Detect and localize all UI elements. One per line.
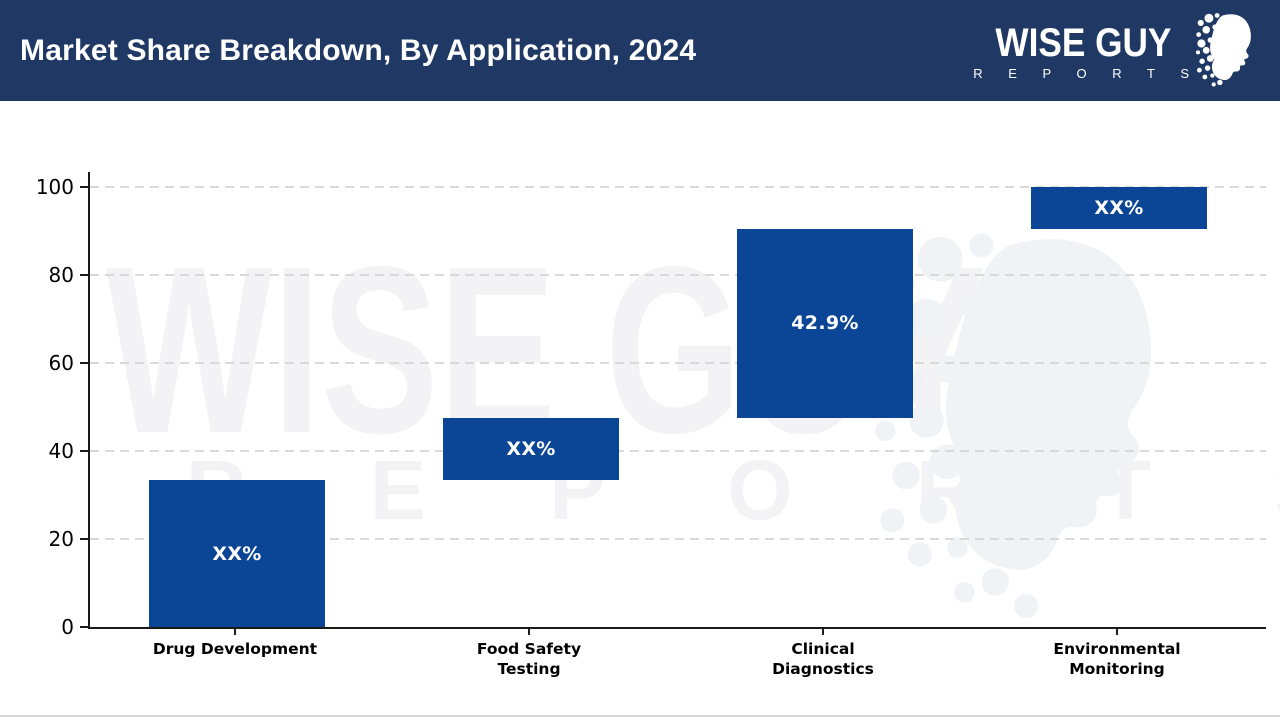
x-tick-mark <box>528 627 530 635</box>
y-tick-mark <box>80 626 88 628</box>
bottom-border <box>0 715 1280 717</box>
bar-value-label: XX% <box>506 438 556 460</box>
x-tick-mark <box>1116 627 1118 635</box>
brand-subname: R E P O R T S <box>973 65 1200 81</box>
y-tick-mark <box>80 273 88 276</box>
bar-value-label: XX% <box>212 542 262 565</box>
gridline <box>90 449 1266 452</box>
brand-name: WISE GUY <box>995 20 1172 65</box>
gridline <box>90 185 1266 188</box>
brand-logo: WISE GUY R E P O R T S <box>967 8 1264 94</box>
y-tick-label: 100 <box>35 174 74 199</box>
gridline <box>90 361 1266 364</box>
bar: XX% <box>149 480 325 627</box>
x-category-label: Food Safety Testing <box>476 640 582 678</box>
x-category-label: Drug Development <box>152 640 318 658</box>
x-tick-mark <box>822 627 824 635</box>
plot-area: XX% XX% 42.9% XX% <box>88 172 1266 629</box>
bar-value-label: XX% <box>1094 196 1144 219</box>
y-tick-label: 0 <box>61 615 74 639</box>
page-title: Market Share Breakdown, By Application, … <box>20 33 697 67</box>
bar: XX% <box>443 417 619 481</box>
y-tick-label: 20 <box>48 526 74 551</box>
y-tick-mark <box>80 449 88 452</box>
x-tick-mark <box>234 627 236 635</box>
y-tick-mark <box>80 537 88 540</box>
y-tick-label: 60 <box>48 350 74 375</box>
bar-value-label: 42.9% <box>791 312 859 335</box>
gridline <box>90 273 1266 276</box>
x-category-label: Clinical Diagnostics <box>772 640 874 678</box>
gridline <box>90 537 1266 540</box>
bar: XX% <box>1031 186 1207 229</box>
y-tick-label: 80 <box>48 262 74 287</box>
bar: 42.9% <box>737 228 913 418</box>
x-category-label: Environmental Monitoring <box>1053 640 1181 678</box>
y-tick-mark <box>80 361 88 364</box>
header-bar: Market Share Breakdown, By Application, … <box>0 0 1280 101</box>
y-tick-label: 40 <box>48 438 74 463</box>
brand-logo-text: WISE GUY R E P O R T S <box>967 22 1200 81</box>
chart-region: XX% XX% 42.9% XX% 0 20 40 60 80 100 Drug Developm… <box>0 101 1280 720</box>
y-tick-mark <box>80 185 88 188</box>
brand-face-icon <box>1195 13 1251 87</box>
